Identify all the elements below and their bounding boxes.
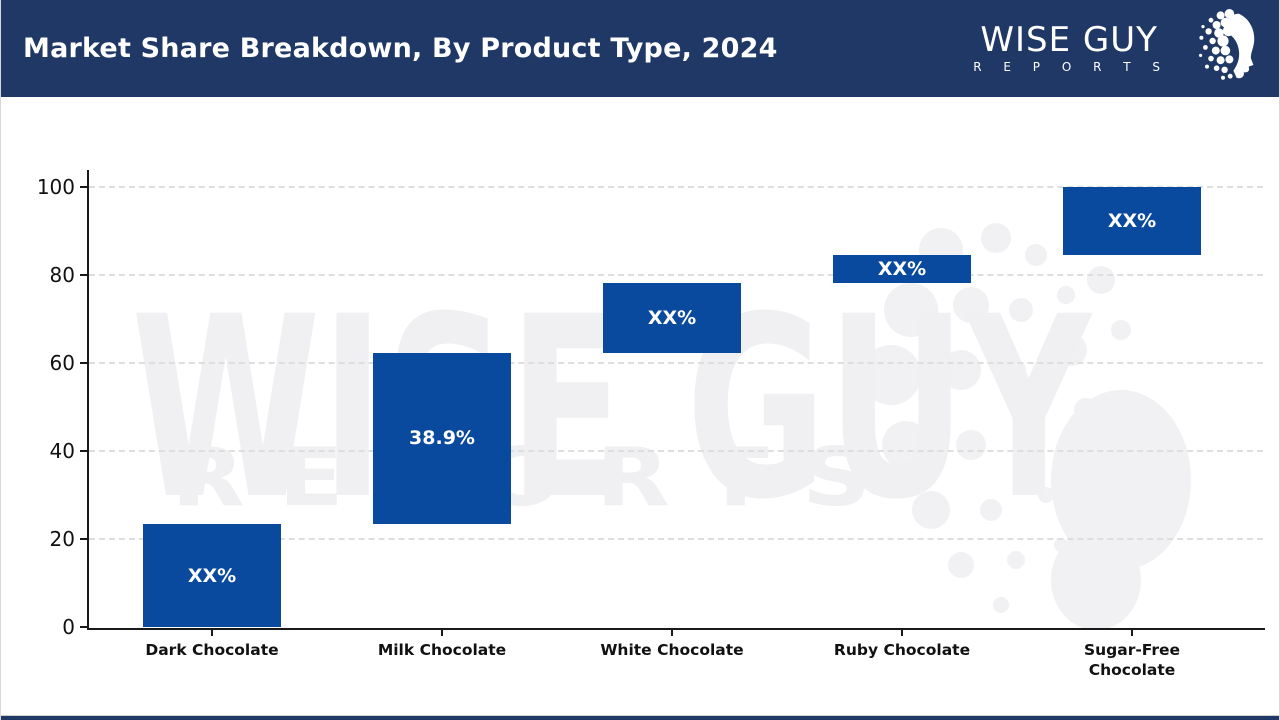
bar-dark-chocolate: XX% [143, 524, 281, 627]
x-tick-mark [901, 630, 903, 636]
bar-white-chocolate: XX% [603, 282, 741, 353]
bottom-hairline [1, 715, 1279, 716]
gridline [89, 362, 1263, 364]
x-tick-label: Milk Chocolate [377, 641, 507, 659]
bottom-accent-bar [1, 716, 1279, 720]
gridline [89, 186, 1263, 188]
x-tick-mark [1131, 630, 1133, 636]
x-tick-mark [671, 630, 673, 636]
y-tick-label: 80 [49, 263, 75, 287]
x-tick-label: Dark Chocolate [145, 641, 279, 659]
wise-guy-reports-logo: WISE GUY R E P O R T S [969, 7, 1259, 91]
header-banner: Market Share Breakdown, By Product Type,… [1, 0, 1279, 97]
bar-sugar-free-chocolate: XX% [1063, 187, 1201, 255]
gridline [89, 450, 1263, 452]
bar-value-label: XX% [187, 564, 237, 587]
logo-head-icon [1199, 8, 1255, 80]
bar-value-label: XX% [647, 306, 697, 329]
bar-milk-chocolate: 38.9% [373, 352, 511, 525]
y-tick-mark [80, 362, 89, 364]
logo-text: WISE GUY R E P O R T S [969, 20, 1169, 74]
bar-value-label: XX% [1107, 209, 1157, 232]
y-tick-mark [80, 186, 89, 188]
x-tick-mark [211, 630, 213, 636]
y-axis [87, 170, 89, 630]
x-axis [87, 628, 1265, 630]
y-tick-mark [80, 274, 89, 276]
x-tick-mark [441, 630, 443, 636]
y-tick-label: 100 [36, 175, 75, 199]
y-tick-mark [80, 538, 89, 540]
bar-value-label: XX% [877, 257, 927, 280]
y-tick-label: 20 [49, 527, 75, 551]
y-tick-label: 40 [49, 439, 75, 463]
y-tick-mark [80, 450, 89, 452]
page-title: Market Share Breakdown, By Product Type,… [23, 33, 778, 64]
gridline [89, 538, 1263, 540]
x-tick-label: Ruby Chocolate [833, 641, 971, 659]
logo-wordmark: WISE GUY [980, 20, 1158, 61]
y-tick-label: 0 [62, 615, 75, 639]
y-tick-mark [80, 626, 89, 628]
x-tick-label: Sugar-Free Chocolate [1083, 641, 1181, 680]
x-tick-label: White Chocolate [600, 641, 744, 659]
gridline [89, 274, 1263, 276]
y-tick-label: 60 [49, 351, 75, 375]
bar-ruby-chocolate: XX% [833, 254, 971, 283]
bar-value-label: 38.9% [409, 427, 475, 450]
logo-subtext: R E P O R T S [973, 59, 1169, 74]
